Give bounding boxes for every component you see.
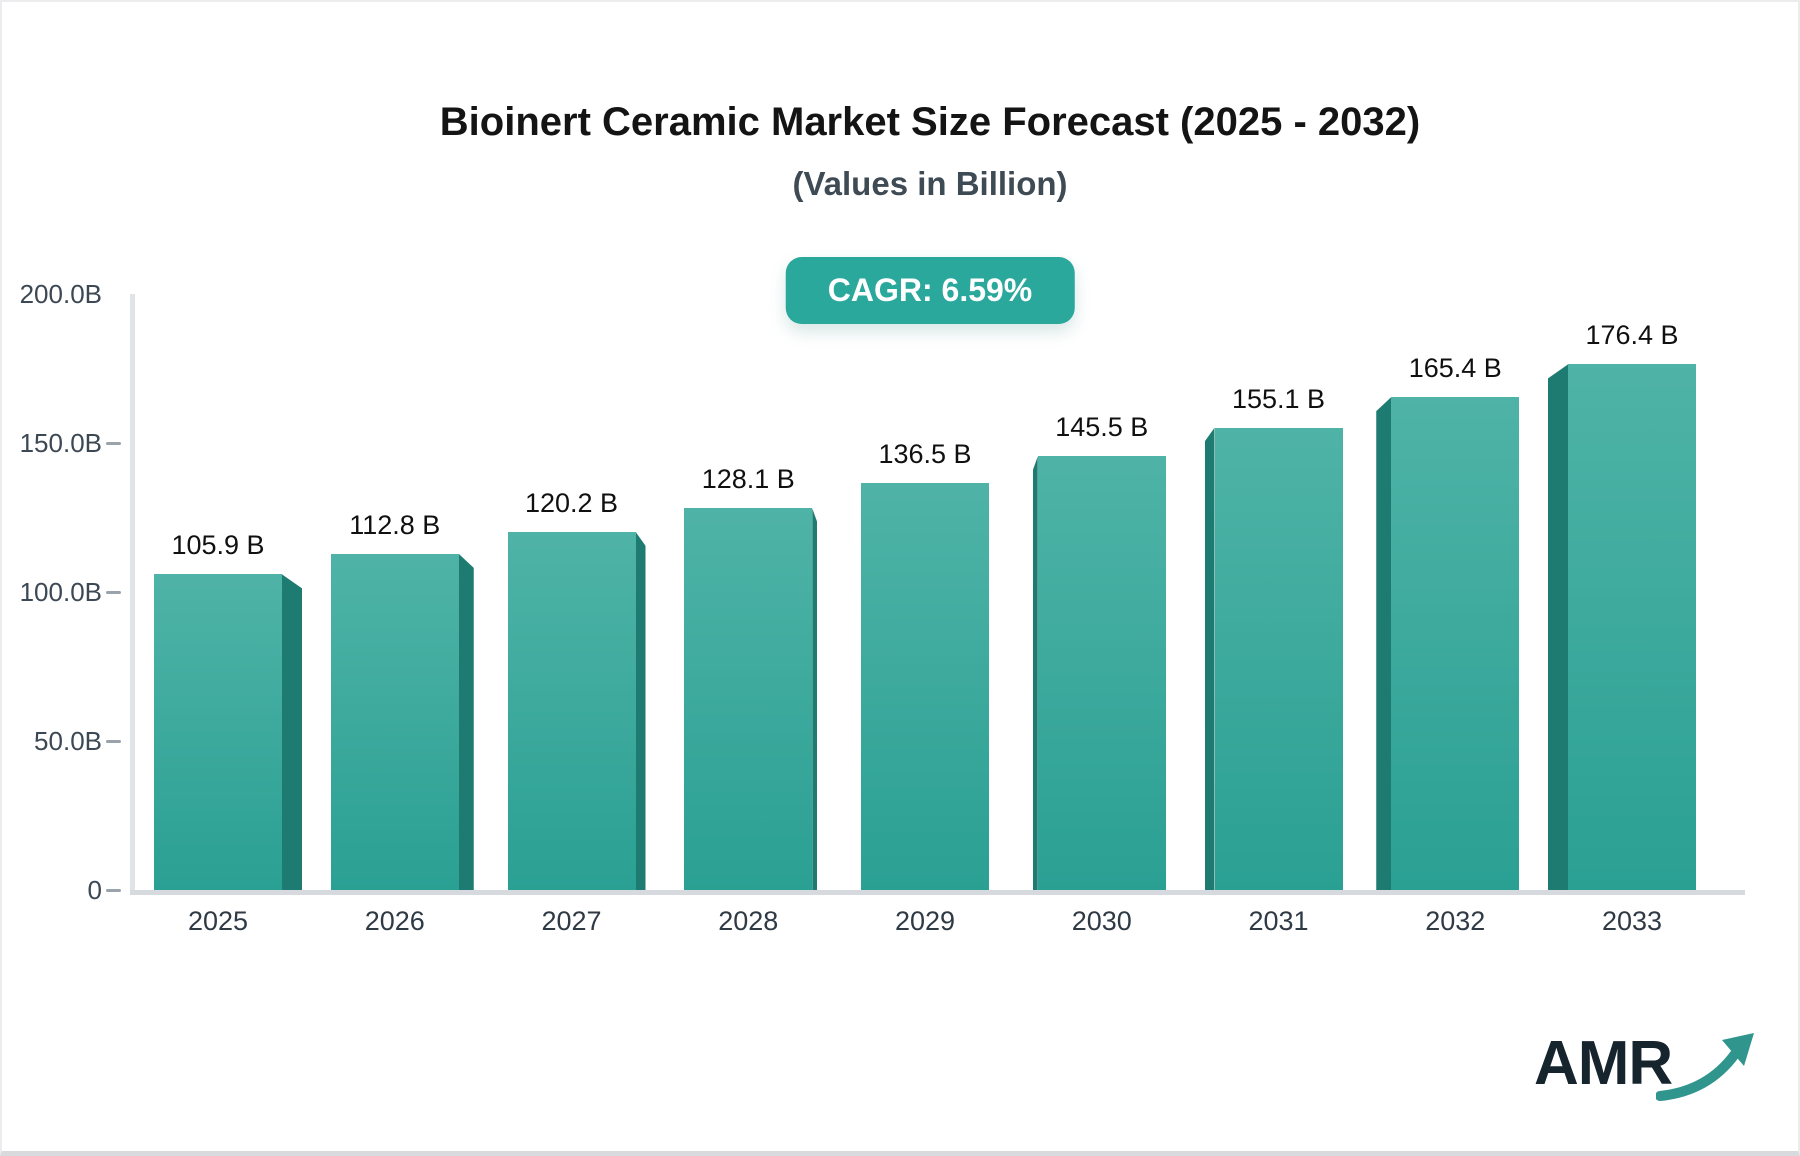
x-axis-category-label: 2033 [1601,906,1663,936]
bar-side-3d [1548,364,1568,890]
y-tick-mark [106,442,121,445]
x-axis-category-label: 2027 [541,906,602,936]
y-tick-label: 200.0B [19,279,102,309]
bar-value-label: 112.8 B [349,509,441,540]
y-tick-label: 0 [87,875,102,905]
bar-2032 [1391,397,1520,890]
bar-2033 [1568,364,1696,890]
bar-side-3d [458,553,474,890]
bar-2026 [330,553,459,890]
x-axis-category-label: 2032 [1425,906,1486,936]
bar-value-label: 105.9 B [171,530,265,561]
y-tick-mark [106,889,121,892]
y-tick-label: 100.0B [19,577,102,607]
growth-arrow-icon [1656,1033,1755,1101]
x-axis-category-label: 2025 [187,906,249,936]
x-axis-category-label: 2028 [718,906,779,936]
cagr-badge: CAGR: 6.59% [785,257,1075,324]
bar-value-label: 176.4 B [1585,320,1679,351]
bar-2025 [154,574,282,890]
bar-side-3d [812,508,818,890]
bar-side-3d [1376,397,1392,890]
y-tick-mark [106,591,121,594]
x-axis-category-label: 2029 [894,906,956,936]
x-axis-category-label: 2030 [1071,906,1132,936]
bar-2030 [1037,456,1166,890]
amr-logo-text: AMR [1534,1029,1673,1098]
x-axis-category-label: 2031 [1248,906,1309,936]
bar-2027 [507,531,636,890]
bar-2031 [1214,427,1343,890]
bar-side-3d [1204,427,1215,890]
bar-side-3d [1032,456,1038,890]
bar-value-label: 155.1 B [1231,383,1326,414]
bar-2029 [861,483,989,890]
x-axis-category-label: 2026 [364,906,425,936]
bar-value-label: 136.5 B [878,439,972,470]
amr-logo: AMR [1534,1028,1760,1106]
y-tick-label: 150.0B [19,428,102,458]
bar-value-label: 128.1 B [701,464,795,495]
bar-value-label: 165.4 B [1408,353,1502,384]
bar-side-3d [282,574,302,890]
y-tick-mark [106,740,121,743]
bar-value-label: 145.5 B [1055,412,1149,443]
bar-value-label: 120.2 B [524,487,619,518]
chart-title: Bioinert Ceramic Market Size Forecast (2… [439,100,1421,144]
y-tick-label: 50.0B [34,726,102,756]
y-axis-line [130,294,135,895]
chart-subtitle: (Values in Billion) [792,165,1068,202]
bar-2028 [684,508,813,890]
bar-side-3d [635,531,646,890]
x-axis-line [130,890,1745,895]
